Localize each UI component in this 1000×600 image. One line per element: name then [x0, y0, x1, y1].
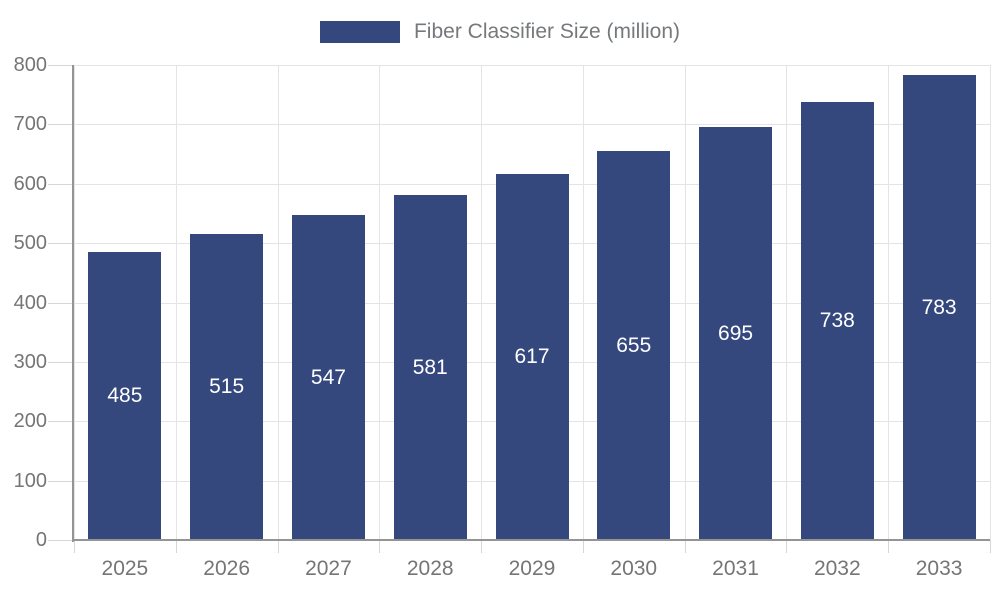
x-tick: [990, 540, 991, 553]
y-gridline: [74, 124, 990, 126]
x-gridline: [888, 65, 890, 540]
x-tick-label: 2026: [203, 557, 250, 580]
y-tick: [48, 361, 74, 363]
x-gridline: [481, 65, 483, 540]
bar: 581: [393, 195, 467, 540]
x-tick-label: 2032: [813, 557, 861, 580]
bar: 485: [88, 252, 162, 540]
y-tick-label: 500: [13, 232, 47, 255]
x-tick-label: 2025: [101, 557, 149, 580]
bar: 655: [597, 151, 671, 540]
x-tick-label: 2027: [305, 557, 352, 580]
y-tick-label: 800: [13, 54, 47, 76]
x-gridline: [990, 65, 991, 540]
x-gridline: [582, 65, 584, 540]
x-tick-label: 2033: [915, 557, 963, 580]
bar-value-label: 485: [107, 384, 143, 408]
bar-value-label: 738: [819, 308, 855, 332]
legend-item[interactable]: Fiber Classifier Size (million): [0, 18, 1000, 46]
bar: 515: [190, 234, 264, 540]
x-tick-label: 2031: [712, 557, 759, 580]
bar: 547: [291, 215, 365, 540]
x-tick: [888, 540, 890, 553]
y-tick: [48, 480, 74, 482]
x-tick-label: 2028: [406, 557, 454, 580]
y-tick: [48, 183, 74, 185]
y-tick-label: 700: [13, 113, 47, 136]
x-tick: [277, 540, 279, 553]
y-tick-label: 600: [13, 172, 47, 195]
x-gridline: [277, 65, 279, 540]
x-tick: [379, 540, 381, 553]
bar-value-label: 581: [412, 355, 448, 379]
legend-swatch: [319, 21, 400, 43]
x-gridline: [175, 65, 177, 540]
y-gridline: [74, 65, 990, 66]
bar: 695: [699, 127, 773, 540]
y-tick-label: 0: [35, 529, 47, 551]
bar-value-label: 547: [310, 365, 346, 389]
x-tick-label: 2030: [610, 557, 658, 580]
bar: 617: [495, 173, 569, 540]
x-gridline: [684, 65, 686, 540]
y-tick: [48, 243, 74, 245]
bar: 783: [902, 75, 976, 540]
x-tick: [684, 540, 686, 553]
bar-value-label: 655: [616, 333, 652, 357]
x-tick: [786, 540, 788, 553]
legend-label: Fiber Classifier Size (million): [413, 20, 681, 43]
x-tick: [74, 540, 75, 553]
x-gridline: [379, 65, 381, 540]
y-tick-label: 100: [13, 469, 47, 492]
y-tick: [48, 124, 74, 126]
x-tick: [582, 540, 584, 553]
y-tick: [48, 540, 74, 541]
y-axis-spine: [72, 65, 74, 542]
x-tick: [481, 540, 483, 553]
x-gridline: [74, 65, 75, 540]
y-tick-label: 200: [13, 410, 47, 433]
y-tick: [48, 65, 74, 66]
y-tick: [48, 302, 74, 304]
x-axis-spine: [72, 539, 990, 541]
y-tick-label: 400: [13, 291, 47, 314]
bar: 738: [800, 101, 874, 540]
bar-value-label: 783: [921, 295, 957, 319]
bar-value-label: 695: [718, 321, 754, 345]
bar-value-label: 617: [514, 344, 550, 368]
x-tick: [175, 540, 177, 553]
y-tick-label: 300: [13, 350, 47, 373]
x-tick-label: 2029: [508, 557, 556, 580]
y-tick: [48, 421, 74, 423]
x-gridline: [786, 65, 788, 540]
bar-value-label: 515: [209, 375, 245, 399]
